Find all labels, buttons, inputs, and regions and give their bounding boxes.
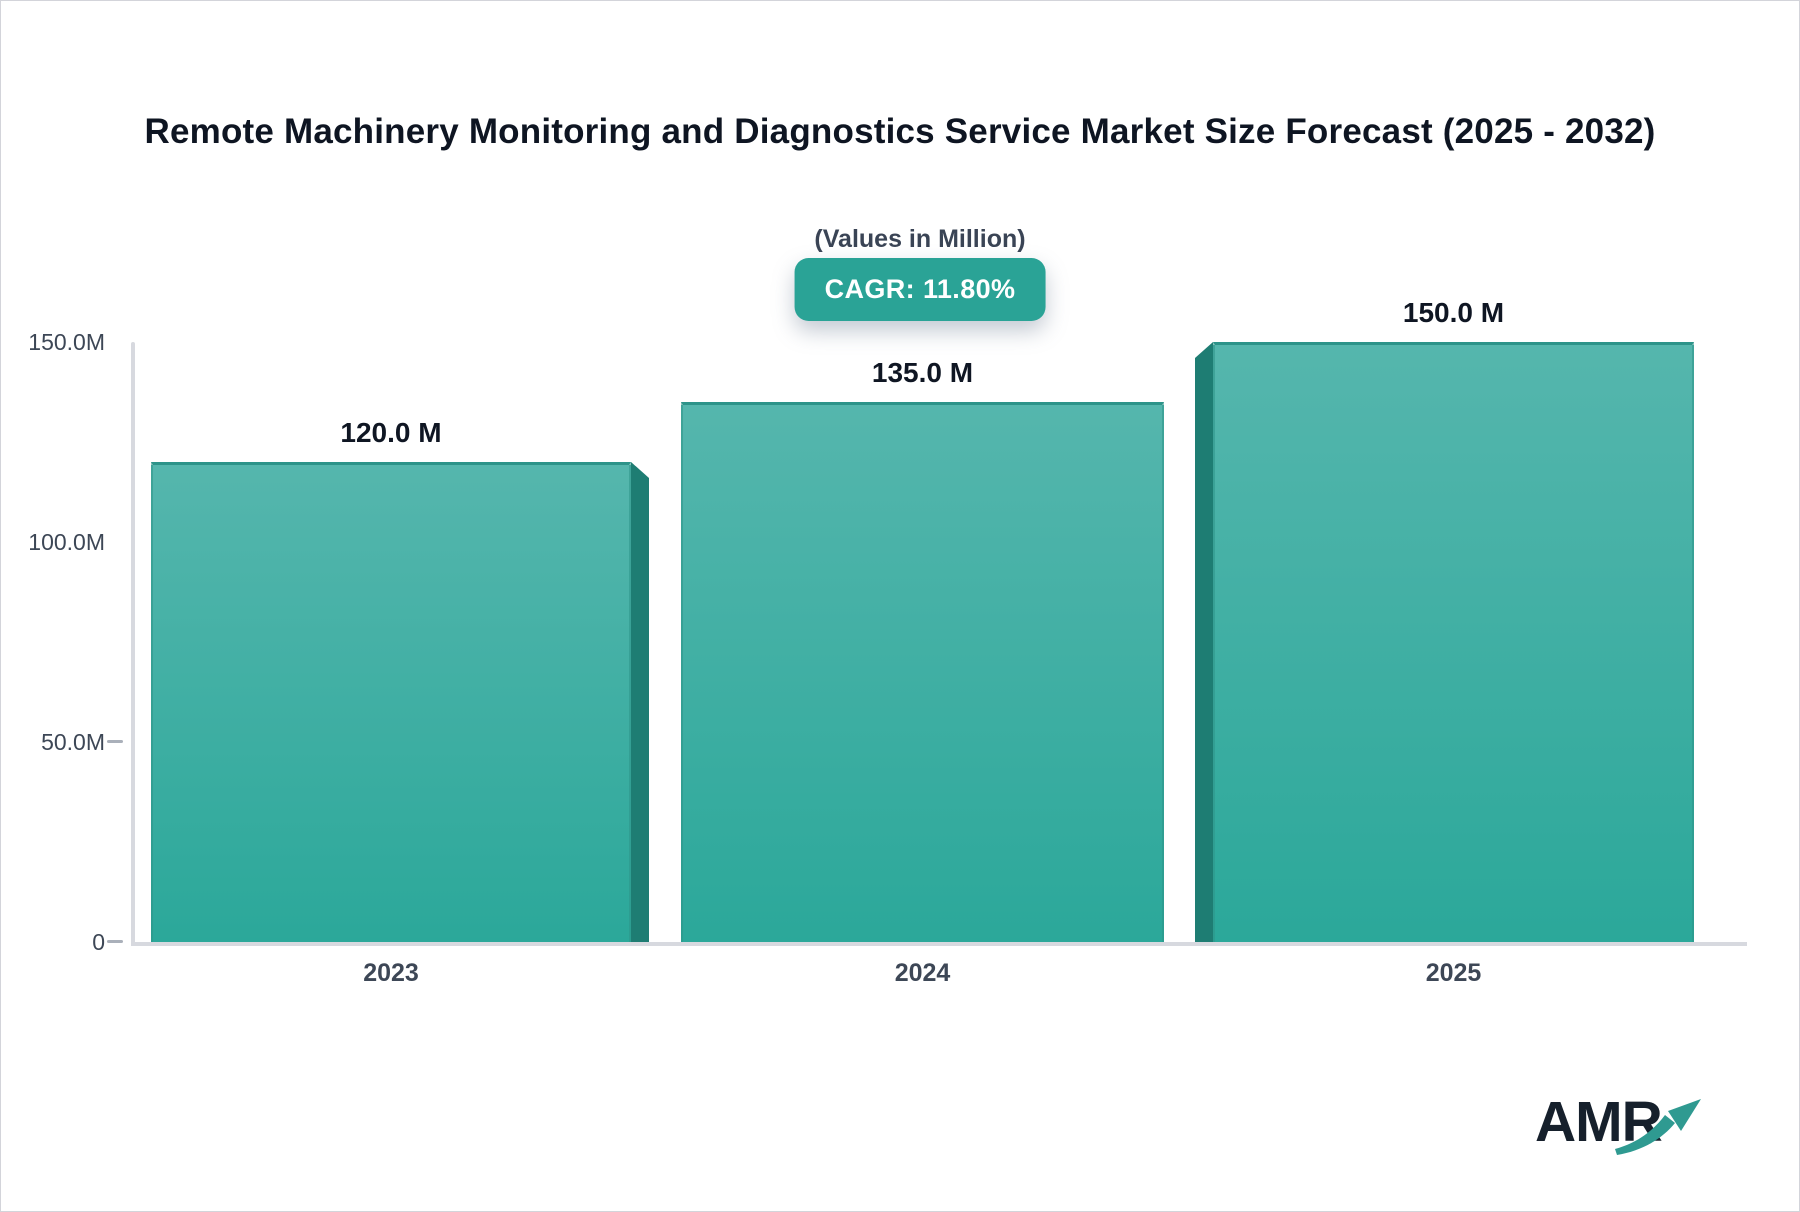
x-axis-label: 2023 bbox=[363, 959, 419, 987]
x-axis-label: 2025 bbox=[1425, 959, 1482, 987]
y-axis-label: 0 bbox=[92, 929, 105, 955]
bar-value-label: 150.0 M bbox=[1402, 297, 1505, 328]
bar-2024[interactable] bbox=[681, 402, 1164, 942]
x-axis-label: 2024 bbox=[894, 959, 951, 987]
y-axis-label: 150.0M bbox=[28, 329, 105, 355]
bar-3d-side bbox=[631, 462, 649, 942]
y-axis-label: 50.0M bbox=[41, 729, 105, 755]
bar-2025[interactable] bbox=[1213, 342, 1694, 942]
y-axis-tick bbox=[107, 940, 123, 943]
bar-value-label: 135.0 M bbox=[871, 357, 974, 388]
y-axis-line bbox=[131, 342, 135, 944]
trend-arrow-icon bbox=[1615, 1099, 1701, 1155]
y-axis-label: 100.0M bbox=[28, 529, 105, 555]
bar-3d-side bbox=[1195, 342, 1213, 942]
amr-logo: AMR bbox=[1535, 1091, 1715, 1171]
x-axis-line bbox=[131, 942, 1747, 946]
cagr-badge: CAGR: 11.80% bbox=[794, 258, 1046, 321]
y-axis-tick bbox=[107, 740, 123, 743]
bar-value-label: 120.0 M bbox=[340, 417, 442, 448]
chart-title: Remote Machinery Monitoring and Diagnost… bbox=[144, 112, 1656, 151]
chart-subtitle: (Values in Million) bbox=[814, 225, 1026, 253]
bar-2023[interactable] bbox=[151, 462, 631, 942]
